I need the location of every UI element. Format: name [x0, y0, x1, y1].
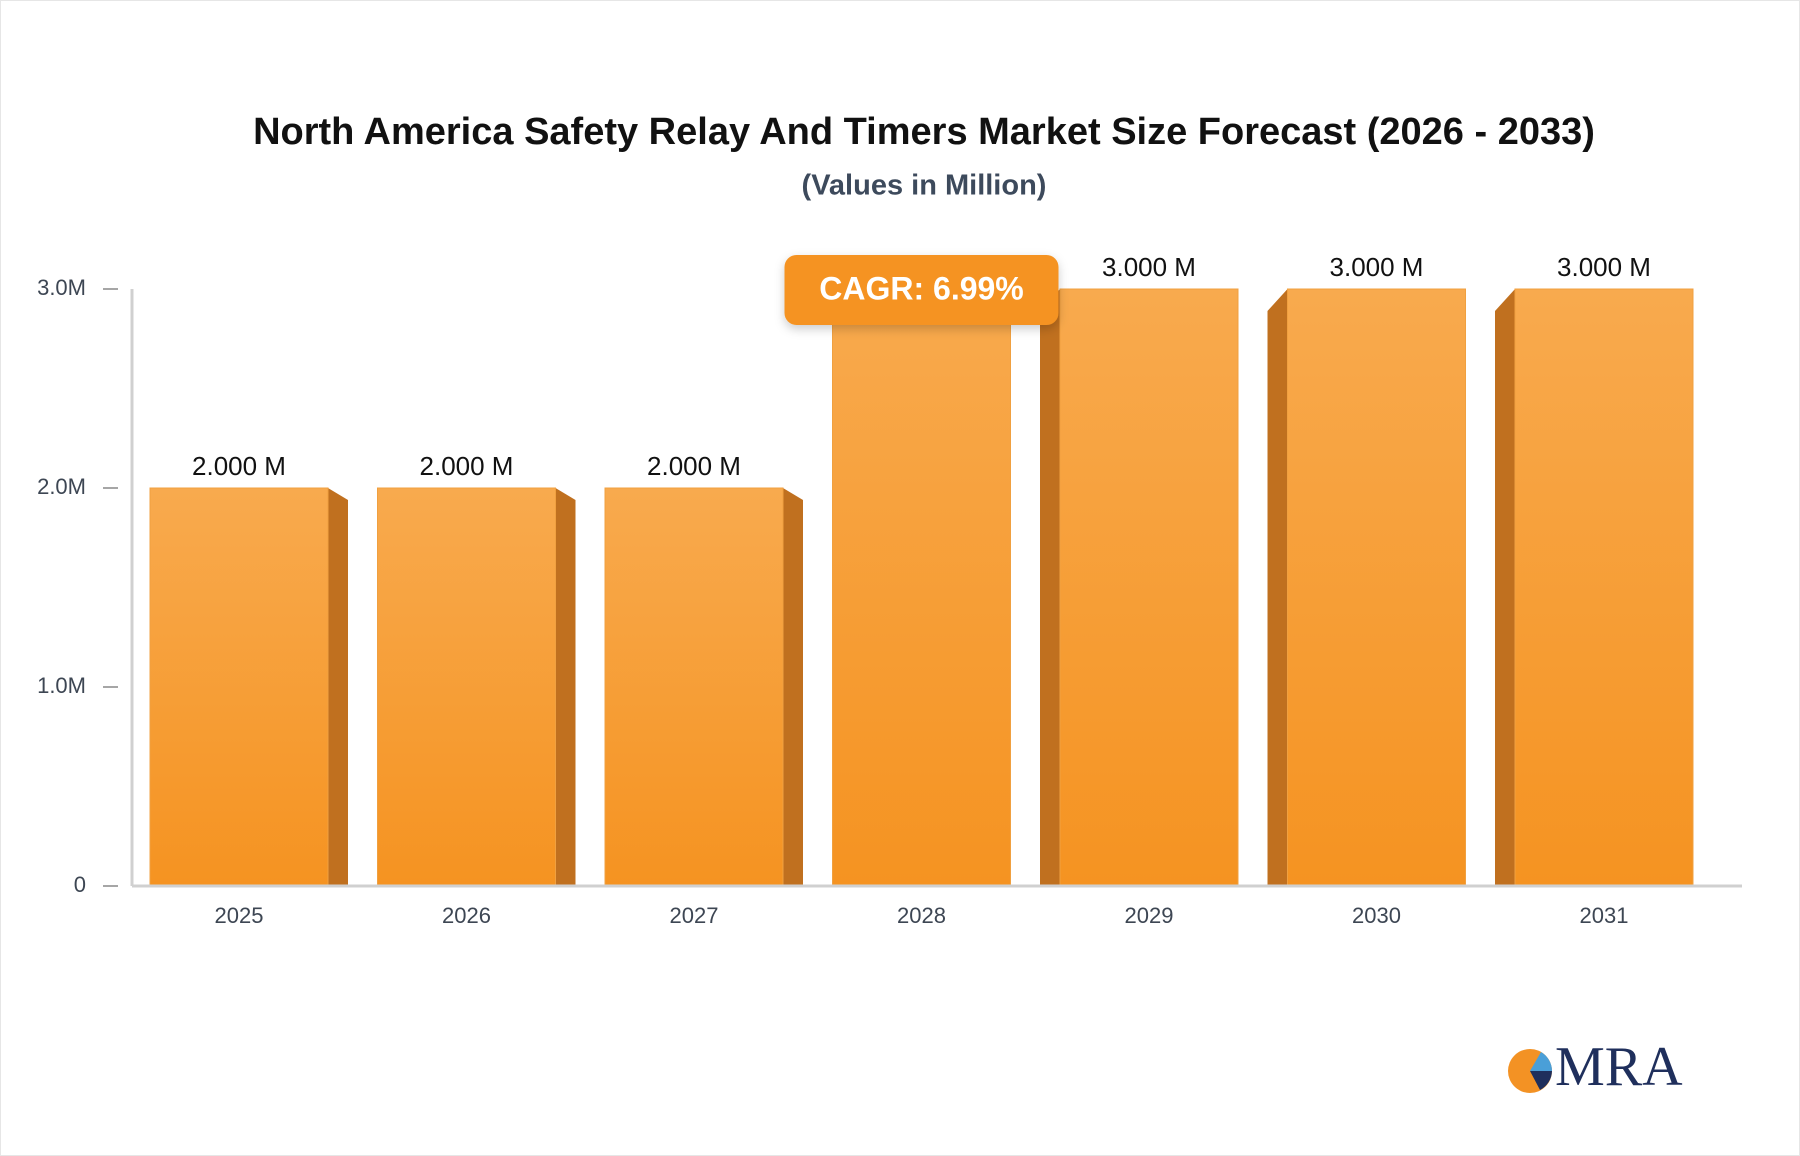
y-tick-label: 1.0M	[37, 673, 86, 698]
bar	[149, 487, 329, 887]
chart-subtitle: (Values in Million)	[802, 170, 1047, 202]
x-tick-label: 2029	[1125, 903, 1174, 928]
x-tick-label: 2031	[1580, 903, 1629, 928]
bar	[604, 487, 784, 887]
bar	[377, 487, 556, 887]
bar	[1059, 288, 1239, 887]
bar-side	[1040, 289, 1060, 886]
bar-side	[555, 488, 576, 886]
bar-side	[1495, 289, 1515, 886]
x-tick-label: 2027	[670, 903, 719, 928]
logo: MRA	[1508, 1036, 1683, 1098]
y-tick-label: 3.0M	[37, 275, 86, 300]
annotation-badge	[784, 255, 1059, 325]
value-label: 2.000 M	[192, 451, 286, 481]
logo-mark	[1530, 1071, 1552, 1090]
y-tick-label: 0	[74, 872, 86, 897]
bar	[832, 288, 1011, 887]
annotation: CAGR: 6.99%	[819, 270, 1024, 306]
value-label: 3.000 M	[1557, 252, 1651, 282]
bar-side	[328, 488, 348, 886]
x-tick-label: 2030	[1352, 903, 1401, 928]
chart-title: North America Safety Relay And Timers Ma…	[253, 111, 1595, 153]
value-label: 3.000 M	[1102, 252, 1196, 282]
x-tick-label: 2028	[897, 903, 946, 928]
bar-side	[783, 488, 803, 886]
x-tick-label: 2026	[442, 903, 491, 928]
value-label: 3.000 M	[1330, 252, 1424, 282]
logo-mark	[1530, 1052, 1552, 1071]
value-label: 2.000 M	[420, 451, 514, 481]
bar	[1287, 288, 1466, 887]
bar-side	[1267, 289, 1288, 886]
value-label: 2.000 M	[647, 451, 741, 481]
logo-text: MRA	[1555, 1036, 1683, 1098]
x-tick-label: 2025	[215, 903, 264, 928]
bar	[1514, 288, 1694, 887]
y-tick-label: 2.0M	[37, 474, 86, 499]
